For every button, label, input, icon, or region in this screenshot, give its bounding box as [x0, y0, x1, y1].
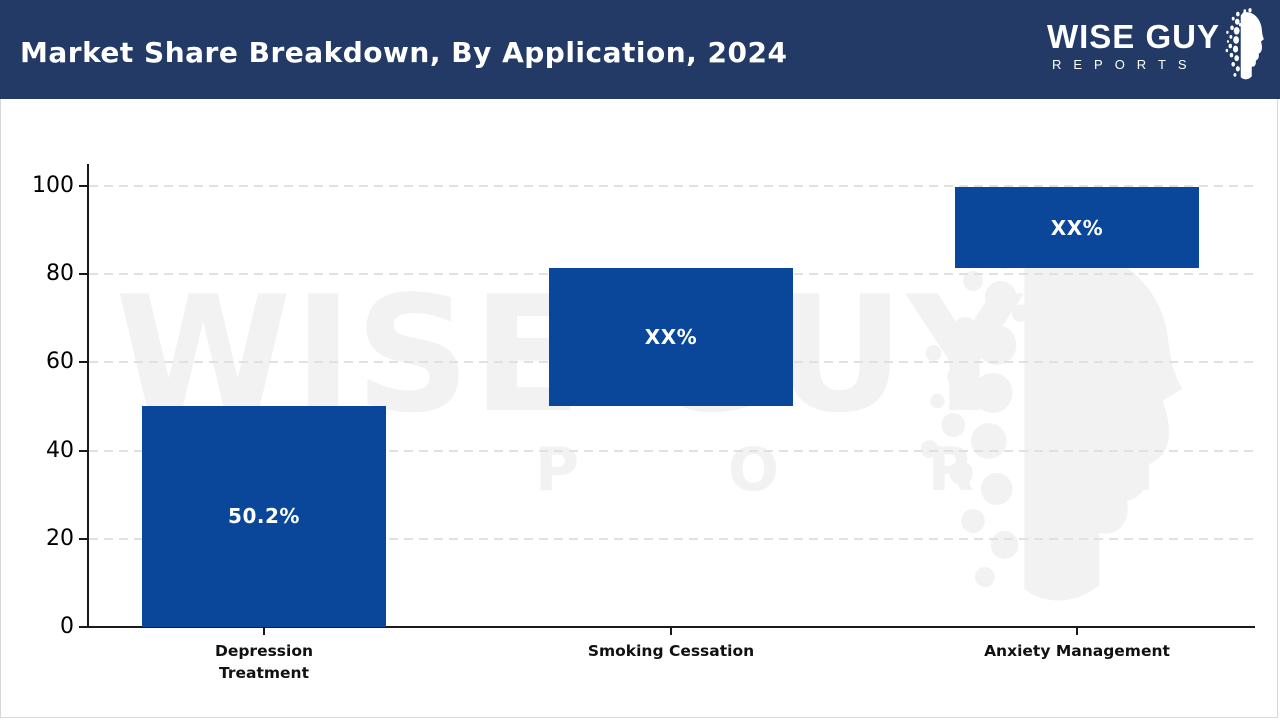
y-tick-label: 80	[46, 261, 74, 287]
x-axis-line	[87, 626, 1255, 628]
page-title: Market Share Breakdown, By Application, …	[20, 36, 788, 69]
bar-value-label: XX%	[1050, 215, 1104, 240]
y-tick-mark	[79, 361, 87, 364]
y-tick-mark	[79, 185, 87, 187]
y-tick-mark	[79, 449, 87, 452]
y-tick-label: 40	[46, 437, 74, 463]
x-category-label: Anxiety Management	[984, 642, 1170, 660]
gridline	[89, 537, 1255, 540]
logo-text: WISE GUY REPORTS	[1047, 20, 1220, 72]
bar: 50.2%	[142, 405, 386, 627]
y-axis-spine	[87, 164, 89, 627]
y-tick-label: 60	[46, 349, 74, 375]
logo-subtext: REPORTS	[1051, 57, 1199, 72]
y-tick-mark	[79, 537, 87, 540]
wiseguy-logo: WISE GUY REPORTS	[1047, 8, 1268, 84]
x-category-label: Smoking Cessation	[587, 642, 755, 660]
x-tick-mark	[1076, 628, 1078, 635]
bar-value-label: XX%	[644, 325, 698, 350]
bar: XX%	[549, 268, 793, 406]
header-bar: Market Share Breakdown, By Application, …	[0, 0, 1280, 99]
bar: XX%	[955, 186, 1199, 269]
gridline	[89, 185, 1255, 187]
y-tick-label: 100	[32, 173, 74, 198]
x-tick-mark	[263, 628, 265, 635]
gridline	[89, 449, 1255, 452]
bar-value-label: 50.2%	[228, 504, 300, 529]
y-tick-mark	[79, 273, 87, 276]
x-tick-mark	[670, 628, 672, 635]
y-tick-label: 20	[46, 525, 74, 551]
y-tick-label: 0	[60, 614, 74, 639]
y-tick-mark	[79, 626, 87, 628]
x-category-label: Depression Treatment	[214, 642, 314, 682]
logo-face-icon	[1210, 8, 1268, 84]
logo-wordmark: WISE GUY	[1046, 18, 1220, 55]
